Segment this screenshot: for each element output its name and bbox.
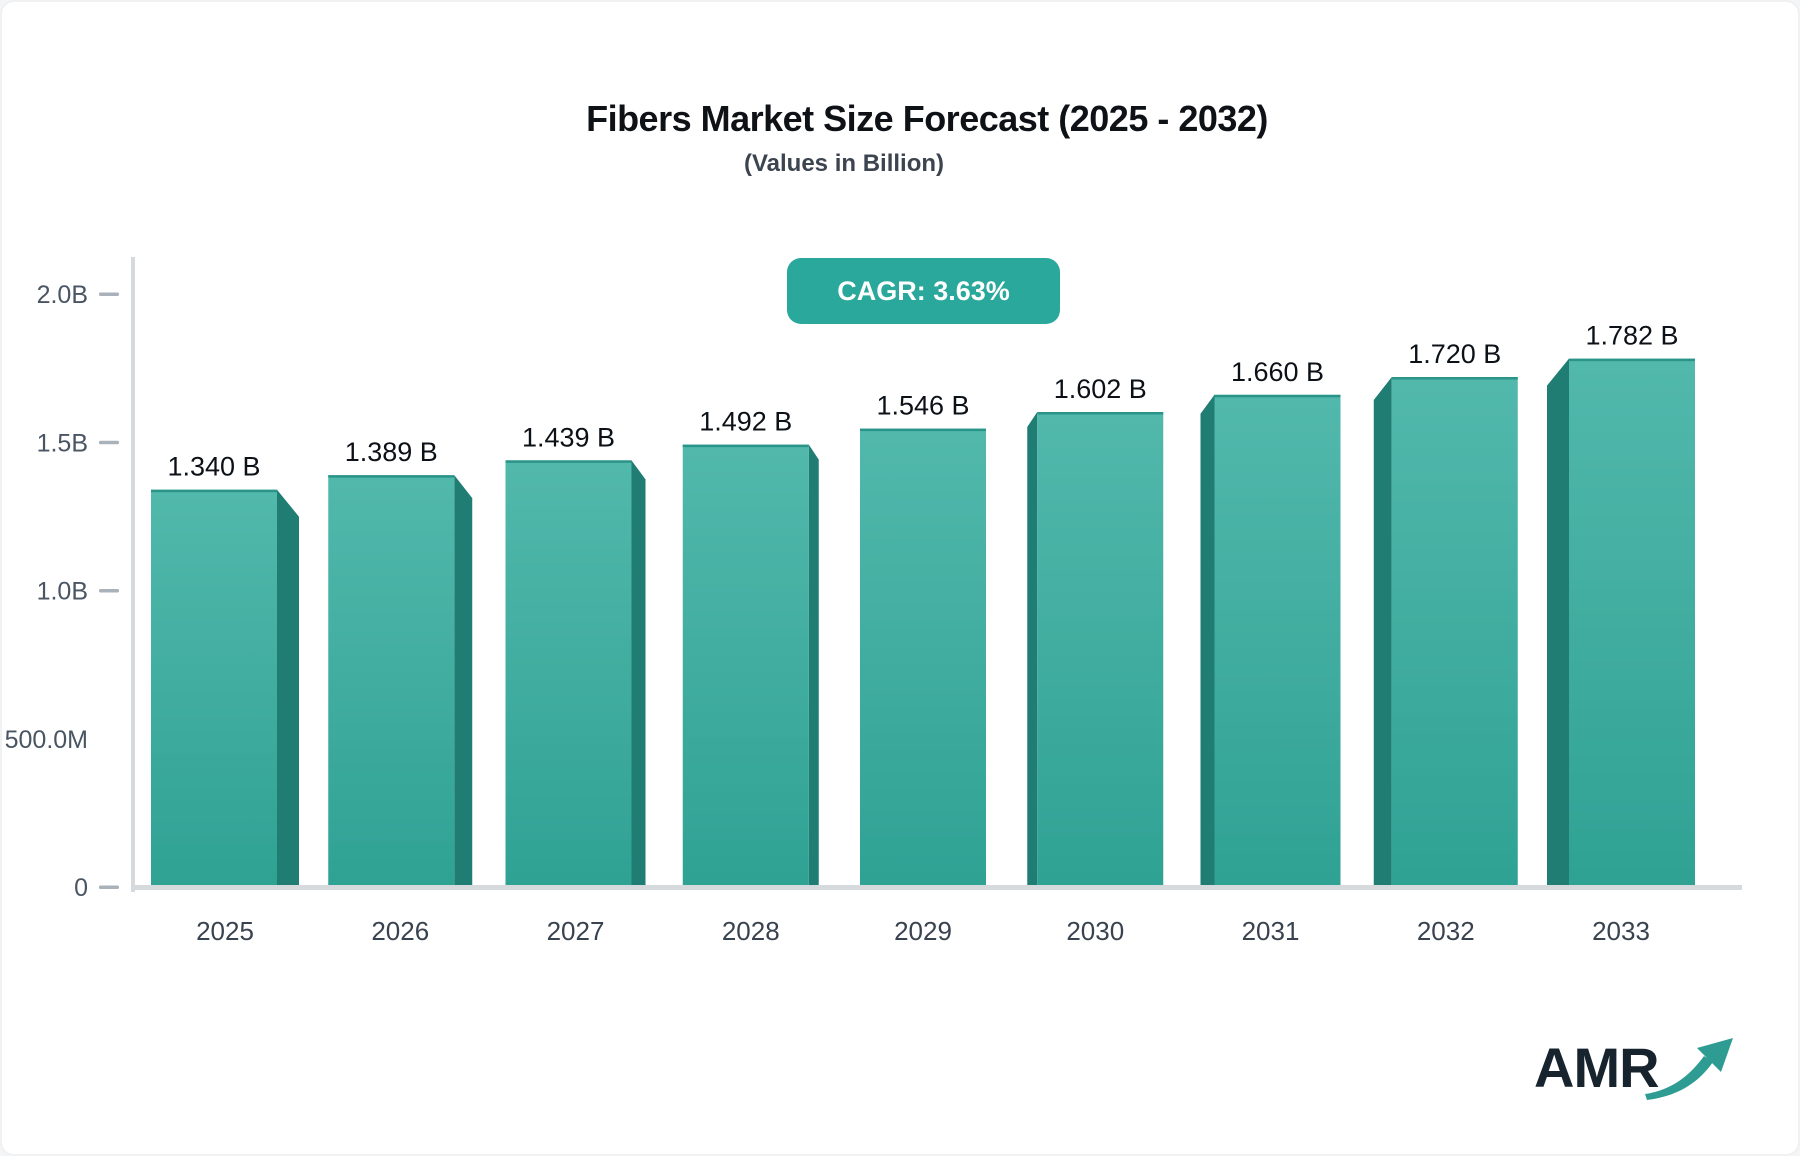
bar-value-label: 1.340 B bbox=[167, 452, 260, 482]
bar-value-label: 1.720 B bbox=[1408, 339, 1501, 369]
bar-2028 bbox=[682, 444, 809, 885]
chart-subtitle: (Values in Billion) bbox=[743, 150, 945, 177]
bar-2032 bbox=[1391, 377, 1518, 885]
bar-top-edge bbox=[151, 489, 277, 493]
bar-side-face bbox=[631, 460, 646, 885]
cagr-badge: CAGR: 3.63% bbox=[787, 258, 1060, 324]
chart-title: Fibers Market Size Forecast (2025 - 2032… bbox=[586, 98, 1268, 139]
bar-top-edge bbox=[682, 444, 809, 448]
bar-2025 bbox=[151, 489, 277, 885]
bar-top-edge bbox=[1569, 358, 1695, 362]
bar-value-label: 1.782 B bbox=[1585, 321, 1678, 351]
bar-value-label: 1.602 B bbox=[1054, 374, 1147, 404]
y-tick-dash bbox=[99, 589, 119, 593]
x-axis-label-2031: 2031 bbox=[1242, 916, 1300, 946]
y-axis-line bbox=[131, 257, 135, 892]
bar-top-edge bbox=[1391, 377, 1518, 380]
bar-value-label: 1.439 B bbox=[522, 422, 615, 452]
bar-value-label: 1.546 B bbox=[876, 391, 969, 421]
x-axis-label-2029: 2029 bbox=[894, 916, 952, 946]
bar-2029 bbox=[860, 428, 986, 885]
bar-2030 bbox=[1037, 412, 1164, 885]
bar-value-label: 1.389 B bbox=[345, 437, 438, 467]
y-tick-dash bbox=[99, 885, 119, 889]
x-axis-label-2030: 2030 bbox=[1066, 916, 1124, 946]
amr-logo-text: AMR bbox=[1534, 1036, 1660, 1099]
amr-logo: AMR bbox=[1534, 1034, 1764, 1124]
y-tick-label: 0 bbox=[74, 874, 88, 902]
bar-top-edge bbox=[328, 475, 455, 478]
bar-2027 bbox=[505, 460, 632, 885]
bar-value-label: 1.660 B bbox=[1231, 357, 1324, 387]
bar-2026 bbox=[328, 475, 455, 885]
bar-top-edge bbox=[1037, 412, 1164, 415]
bar-top-edge bbox=[505, 460, 632, 463]
bar-side-face bbox=[1547, 358, 1569, 886]
bar-side-face bbox=[1027, 412, 1038, 885]
bar-side-face bbox=[277, 489, 299, 885]
x-axis-label-2025: 2025 bbox=[196, 916, 254, 946]
bar-side-face bbox=[808, 444, 819, 885]
bar-2033 bbox=[1569, 358, 1695, 886]
y-tick-label: 500.0M bbox=[5, 726, 88, 754]
y-tick-label: 2.0B bbox=[37, 281, 88, 309]
x-axis-label-2032: 2032 bbox=[1417, 916, 1475, 946]
trend-up-arrow-icon bbox=[1644, 1038, 1733, 1100]
bar-side-face bbox=[1373, 377, 1392, 885]
bar-side-face bbox=[1200, 394, 1215, 885]
bar-2031 bbox=[1214, 394, 1341, 885]
x-axis-label-2026: 2026 bbox=[371, 916, 429, 946]
x-axis-label-2027: 2027 bbox=[547, 916, 605, 946]
y-tick-dash bbox=[99, 440, 119, 445]
y-tick-label: 1.5B bbox=[37, 429, 88, 457]
bar-top-edge bbox=[860, 428, 986, 432]
bar-value-label: 1.492 B bbox=[699, 407, 792, 437]
bar-top-edge bbox=[1214, 394, 1341, 398]
bar-side-face bbox=[454, 475, 473, 885]
x-axis-line bbox=[131, 885, 1742, 890]
x-axis-label-2028: 2028 bbox=[722, 916, 780, 946]
y-tick-label: 1.0B bbox=[37, 578, 88, 606]
x-axis-label-2033: 2033 bbox=[1592, 916, 1650, 946]
y-tick-dash bbox=[99, 292, 119, 296]
